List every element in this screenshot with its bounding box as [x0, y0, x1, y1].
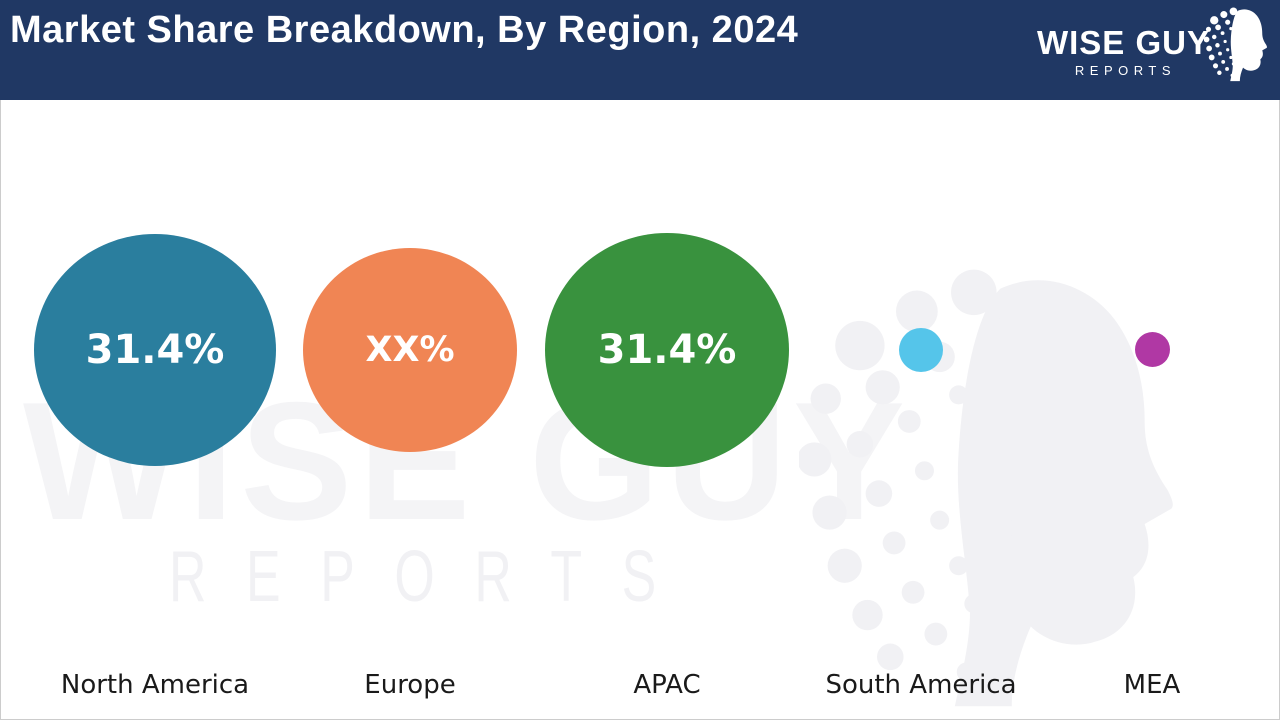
- bubble-apac: 31.4%: [545, 233, 789, 467]
- wise-guy-logo: WISE GUY REPORTS: [1037, 6, 1268, 82]
- watermark-subtitle: REPORTS: [169, 537, 696, 617]
- category-label-south-america: South America: [825, 670, 1017, 700]
- category-label-north-america: North America: [60, 670, 250, 700]
- page-title: Market Share Breakdown, By Region, 2024: [10, 9, 799, 51]
- bubble-value-label-apac: 31.4%: [597, 327, 737, 373]
- bubble-mea: [1135, 332, 1170, 367]
- chart-area: WISE GUY REPORTS 31.4% XX% 31.4% North A…: [0, 100, 1280, 720]
- logo-subtitle-text: REPORTS: [1074, 63, 1177, 78]
- logo-head-icon: [1204, 7, 1267, 82]
- bubble-north-america: 31.4%: [34, 234, 276, 466]
- category-label-apac: APAC: [633, 670, 701, 700]
- category-label-mea: MEA: [1123, 670, 1181, 700]
- watermark-head-icon: [799, 269, 1173, 707]
- bubble-value-label-europe: XX%: [365, 330, 455, 370]
- bubble-value-label-north-america: 31.4%: [85, 327, 225, 373]
- logo-name-text: WISE GUY: [1036, 24, 1210, 61]
- logo-wordmark: WISE GUY REPORTS: [1037, 26, 1210, 78]
- bubble-south-america: [899, 328, 943, 372]
- header-bar: Market Share Breakdown, By Region, 2024 …: [0, 0, 1280, 100]
- bubble-europe: XX%: [303, 248, 517, 452]
- category-label-europe: Europe: [364, 670, 456, 700]
